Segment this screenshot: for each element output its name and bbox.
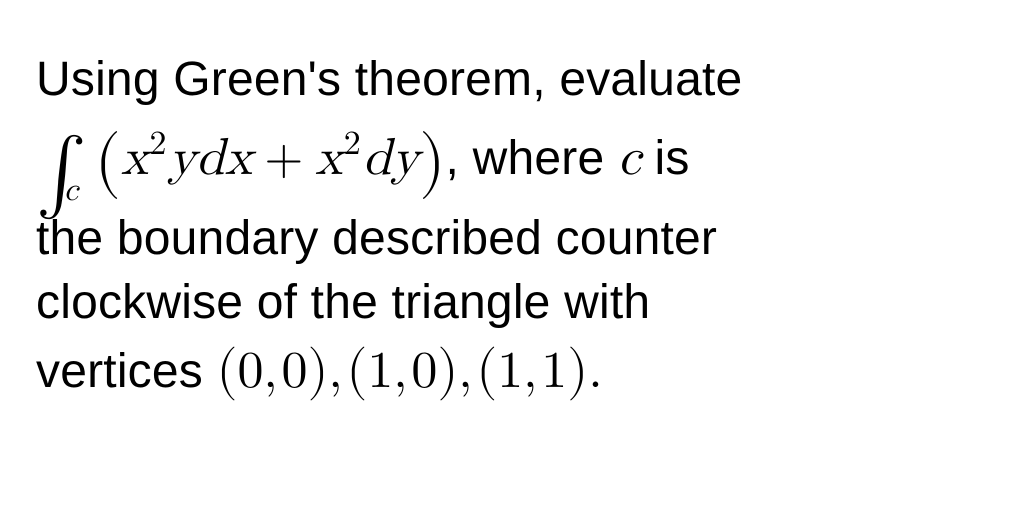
v3-a: 1 (497, 346, 523, 398)
term1-dx: x (225, 133, 252, 185)
term1-exp: 2 (149, 127, 166, 161)
text-line1: Using Green's theorem, evaluate (36, 53, 742, 106)
sep2: , (458, 347, 472, 397)
line-5: vertices (0,0),(1,0),(1,1). (36, 335, 992, 408)
line-4: clockwise of the triangle with (36, 271, 992, 335)
text-where: , where (446, 132, 618, 185)
integral-subscript: c (64, 170, 78, 213)
plus-sign: + (264, 134, 303, 184)
v1-a: 0 (238, 346, 264, 398)
term1-y: y (168, 133, 195, 185)
v2-open: ( (346, 344, 367, 398)
text-line3: the boundary described counter (36, 212, 717, 265)
sep1: , (328, 347, 342, 397)
v1-b: 0 (281, 346, 307, 398)
problem-text: Using Green's theorem, evaluate ∫ c (x2y… (0, 0, 1024, 440)
vertices-label: vertices (36, 345, 217, 398)
period: . (588, 346, 602, 398)
term2-d: d (363, 133, 392, 185)
v2-a: 1 (367, 346, 393, 398)
v1-open: ( (217, 344, 238, 398)
line-1: Using Green's theorem, evaluate (36, 48, 992, 112)
v3-b: 1 (541, 346, 567, 398)
v2-close: ) (437, 344, 458, 398)
v2-b: 0 (411, 346, 437, 398)
v3-open: ( (476, 344, 497, 398)
term1-x: x (121, 133, 148, 185)
term1-d: d (196, 133, 225, 185)
integral-sign: ∫ (36, 147, 87, 200)
term2-exp: 2 (344, 127, 361, 161)
line-3: the boundary described counter (36, 207, 992, 271)
v3-comma: , (523, 347, 537, 397)
integral-operator: ∫ c (36, 147, 87, 200)
v1-comma: , (264, 347, 278, 397)
line-2: ∫ c (x2ydx+x2dy), where c is (36, 122, 992, 200)
v1-close: ) (307, 344, 328, 398)
text-line4: clockwise of the triangle with (36, 276, 650, 329)
text-is: is (641, 132, 690, 185)
v2-comma: , (393, 347, 407, 397)
v3-close: ) (567, 344, 588, 398)
var-c: c (618, 133, 641, 185)
term2-x: x (315, 133, 342, 185)
term2-dy: y (392, 133, 419, 185)
